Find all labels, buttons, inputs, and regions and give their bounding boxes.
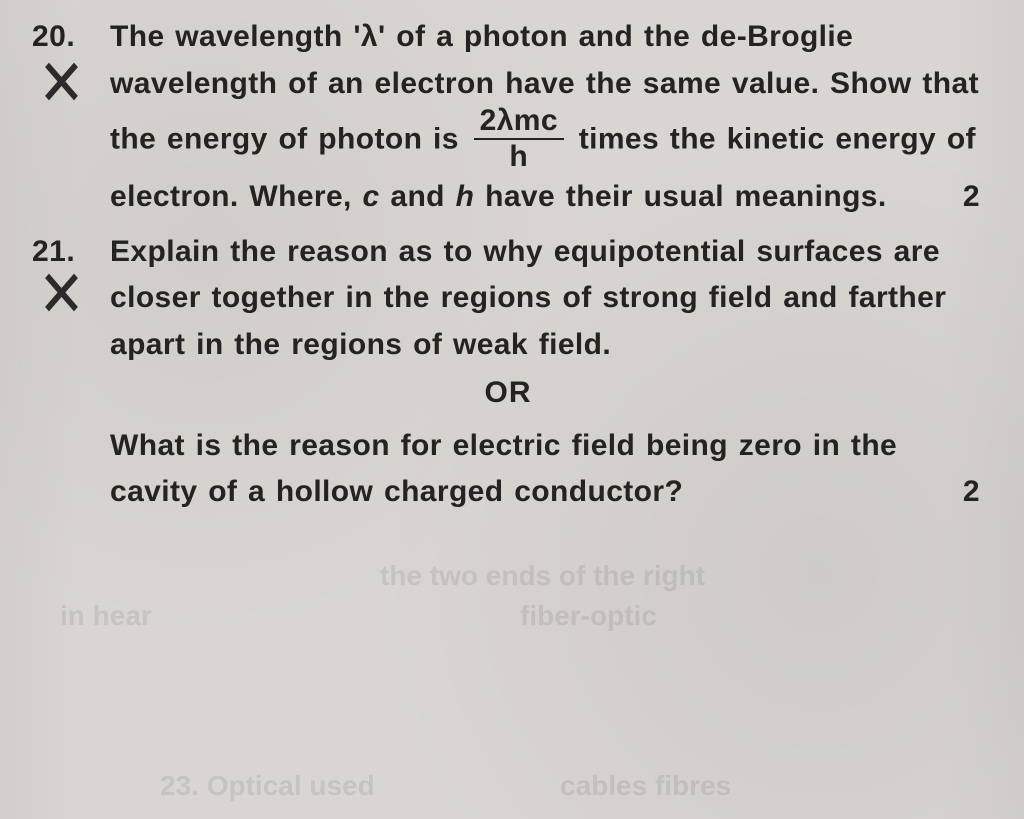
q20-marks: 2 <box>963 174 980 221</box>
bleed-through-text: in hear <box>60 600 152 632</box>
q20-var-c: c <box>363 180 380 213</box>
cross-mark-icon: ✕ <box>38 265 85 323</box>
exam-page: 20. ✕ The wavelength 'λ' of a photon and… <box>0 0 1024 516</box>
q20-mid-text: and <box>380 180 456 213</box>
bleed-through-text: the two ends of the right <box>380 560 705 592</box>
question-21-alt-body: What is the reason for electric field be… <box>110 423 980 516</box>
bleed-through-text: 23. Optical used <box>160 770 375 802</box>
q20-fraction: 2λmc h <box>470 105 568 172</box>
q21-text: Explain the reason as to why equipotenti… <box>110 235 946 361</box>
question-21-body: Explain the reason as to why equipotenti… <box>110 229 980 369</box>
q21-alt-text: What is the reason for electric field be… <box>110 429 897 509</box>
q20-var-h: h <box>456 180 475 213</box>
bleed-through-text: cables fibres <box>560 770 731 802</box>
q20-fraction-numerator: 2λmc <box>474 105 564 140</box>
cross-mark-icon: ✕ <box>38 54 85 112</box>
q20-fraction-denominator: h <box>474 140 564 173</box>
question-20: 20. ✕ The wavelength 'λ' of a photon and… <box>36 14 980 221</box>
or-label: OR <box>36 370 980 417</box>
question-20-body: The wavelength 'λ' of a photon and the d… <box>110 14 980 221</box>
bleed-through-text: fiber-optic <box>520 600 657 632</box>
q21-marks: 2 <box>963 469 980 516</box>
question-21: 21. ✕ Explain the reason as to why equip… <box>36 229 980 516</box>
q20-tail-text: have their usual meanings. <box>474 180 886 213</box>
